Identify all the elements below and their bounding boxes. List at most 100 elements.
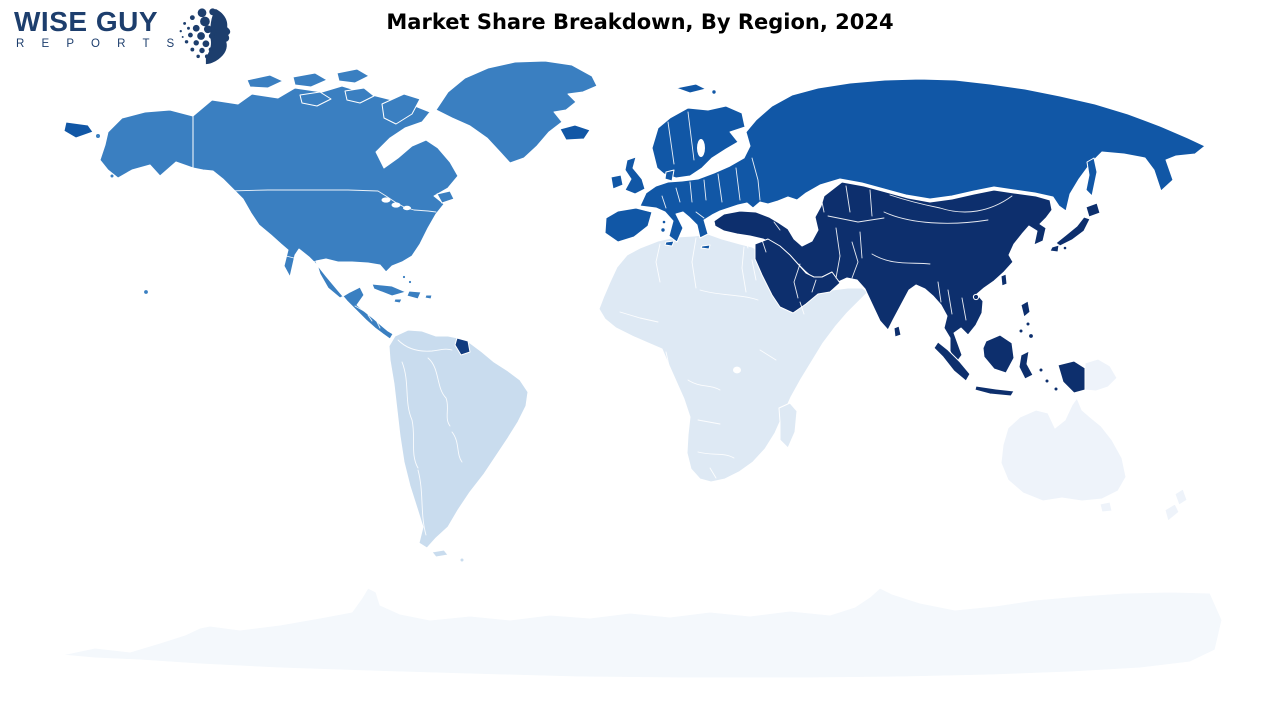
island-hawaii xyxy=(143,289,149,295)
country-border-lines xyxy=(227,111,1013,536)
border-africa-sahel xyxy=(699,289,759,301)
border-iran-afghanistan xyxy=(835,227,841,279)
border-africa-algeria-libya xyxy=(691,237,697,289)
island-sicily xyxy=(664,240,675,247)
island-hispaniola xyxy=(406,290,422,300)
island-newfoundland xyxy=(436,190,455,204)
border-africa-kenya xyxy=(759,349,777,361)
border-vietnam-laos xyxy=(961,297,967,321)
region-south-america xyxy=(388,329,529,563)
island-sakhalin xyxy=(1085,157,1098,197)
gulf-of-bothnia xyxy=(697,139,705,157)
arabian-peninsula xyxy=(754,238,841,314)
island-sri-lanka xyxy=(893,325,902,338)
country-usa-alaska xyxy=(99,109,194,179)
border-iraq-iran xyxy=(761,239,767,253)
country-spain-portugal xyxy=(604,207,653,243)
border-central-america-3 xyxy=(376,321,381,329)
region-north-america xyxy=(95,60,598,340)
russia-chukotka-west-edge xyxy=(63,121,94,139)
border-africa-zambia xyxy=(697,419,721,425)
border-europe-1 xyxy=(643,209,653,213)
mainland-europe-and-russia xyxy=(639,78,1206,243)
border-mongolia-south xyxy=(883,211,989,224)
island-moluccas-2 xyxy=(1044,378,1050,384)
island-puerto-rico xyxy=(424,294,433,300)
border-saudi-yemen-oman xyxy=(793,263,801,299)
island-sumatra xyxy=(933,341,971,382)
country-australia xyxy=(1000,397,1127,502)
border-sa-north xyxy=(397,339,453,352)
border-central-america-1 xyxy=(354,305,365,312)
island-st-lawrence xyxy=(95,133,101,139)
island-luzon-philippines xyxy=(1020,300,1031,318)
border-europe-6 xyxy=(717,173,723,203)
border-sa-andes xyxy=(401,361,419,469)
islands-svalbard xyxy=(675,83,707,94)
island-corsica xyxy=(661,219,667,225)
island-sulawesi xyxy=(1018,350,1034,380)
dotted-head-logo-icon xyxy=(179,8,231,65)
border-central-america-2 xyxy=(367,314,373,322)
island-philippines-3 xyxy=(1018,328,1024,334)
continent-south-america xyxy=(388,329,529,549)
logo-wordmark: WISE GUY xyxy=(14,6,159,37)
border-africa-south-africa xyxy=(709,467,717,479)
island-tierra-del-fuego xyxy=(431,549,449,558)
island-honshu xyxy=(1055,216,1091,247)
country-french-guiana xyxy=(454,337,471,356)
island-shikoku xyxy=(1062,245,1068,251)
border-sa-argentina-chile xyxy=(417,469,427,536)
region-oceania xyxy=(1000,358,1188,522)
border-africa-morocco-algeria xyxy=(655,243,661,283)
island-baffin xyxy=(381,93,421,125)
island-madagascar xyxy=(778,402,798,449)
border-sa-brazil-west xyxy=(427,357,451,427)
island-arctic-1 xyxy=(246,74,284,89)
mainland-asia xyxy=(713,181,1053,364)
region-asia-pacific-middle-east xyxy=(713,181,1101,397)
country-new-zealand-south xyxy=(1164,503,1180,522)
country-antarctica xyxy=(61,587,1223,679)
border-sa-south-cone xyxy=(451,431,463,463)
border-africa-southern xyxy=(697,451,735,459)
country-ireland xyxy=(610,174,624,190)
island-arctic-3 xyxy=(336,68,370,84)
border-europe-5 xyxy=(703,179,707,201)
lake-superior xyxy=(381,197,391,203)
border-kazakh-1 xyxy=(819,191,825,213)
country-new-zealand-north xyxy=(1174,488,1188,506)
island-falklands xyxy=(459,557,465,563)
border-kazakh-3 xyxy=(869,189,873,217)
island-arctic-5 xyxy=(344,87,375,104)
border-africa-cameroon xyxy=(665,351,671,371)
border-africa-congo xyxy=(687,379,721,391)
island-bahamas-2 xyxy=(407,279,413,285)
island-crete xyxy=(700,244,711,250)
border-afghan-pakistan xyxy=(859,231,863,259)
mainland-north-and-central-america xyxy=(192,85,459,340)
border-us-canada xyxy=(227,189,437,213)
lake-victoria xyxy=(733,366,741,374)
border-europe-4 xyxy=(689,181,693,203)
island-lesser-sunda xyxy=(1053,386,1059,392)
border-thailand xyxy=(947,289,953,315)
border-africa-nile xyxy=(751,259,757,281)
border-caucasus xyxy=(773,221,781,231)
island-mindanao xyxy=(1028,333,1034,339)
island-aleutian xyxy=(109,173,115,179)
country-united-kingdom xyxy=(624,156,646,195)
border-russia-west xyxy=(751,157,761,201)
border-europe-2 xyxy=(661,195,667,209)
border-sweden-finland xyxy=(687,111,695,161)
wise-guy-reports-logo: WISE GUY R E P O R T S xyxy=(14,8,233,68)
border-stans xyxy=(827,215,885,223)
logo-text: WISE GUY R E P O R T S xyxy=(14,8,181,51)
island-taiwan xyxy=(1000,273,1008,287)
border-india-pakistan xyxy=(851,241,859,279)
island-hainan xyxy=(972,293,980,301)
country-greenland xyxy=(435,60,598,164)
island-hokkaido xyxy=(1085,202,1101,218)
